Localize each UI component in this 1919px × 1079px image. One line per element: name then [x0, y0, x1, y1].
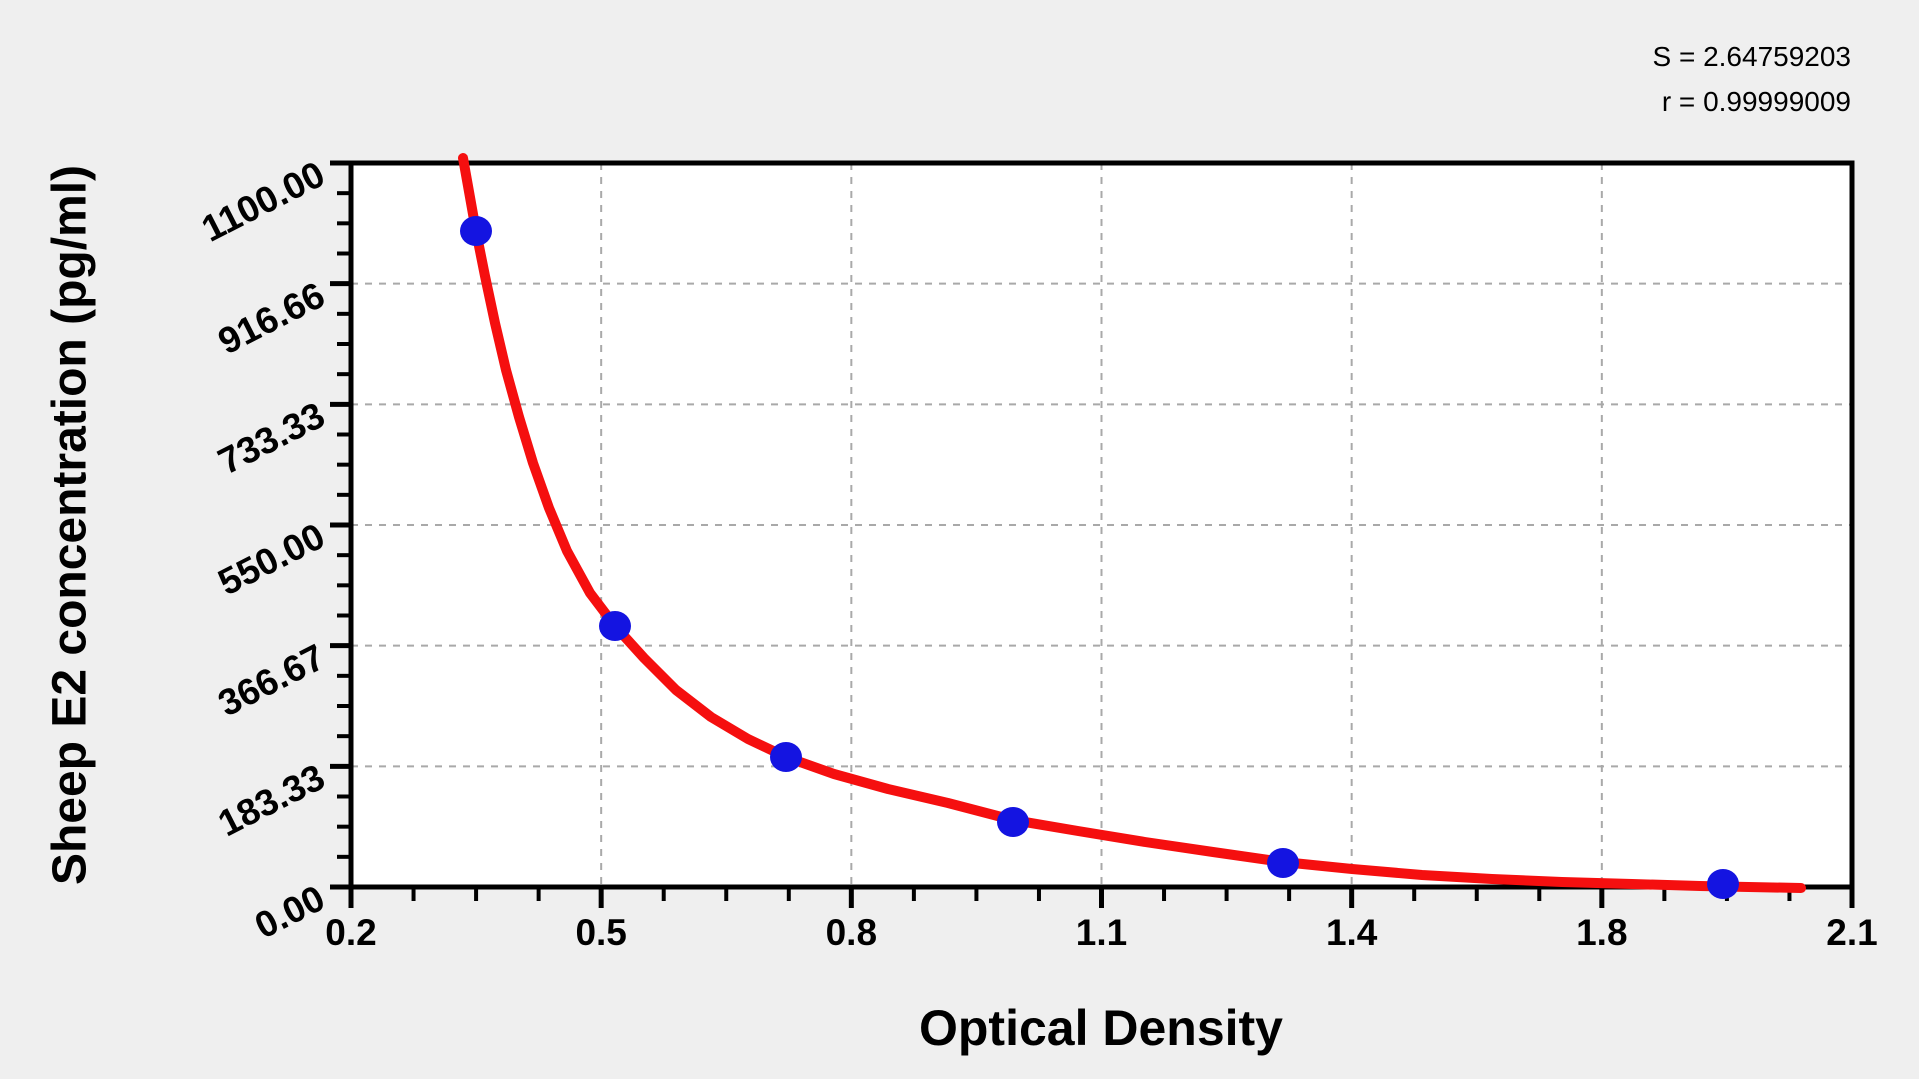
data-point	[1267, 848, 1299, 878]
data-point	[1707, 869, 1739, 899]
x-axis-title: Optical Density	[919, 1000, 1283, 1056]
data-point	[599, 611, 631, 641]
data-point	[770, 742, 802, 772]
x-tick-label: 1.4	[1325, 912, 1378, 953]
y-axis-title: Sheep E2 concentration (pg/ml)	[43, 164, 97, 886]
fit-statistics: S = 2.64759203 r = 0.99999009	[1652, 34, 1851, 124]
x-tick-label: 2.1	[1826, 912, 1878, 953]
x-tick-label: 0.2	[325, 912, 377, 953]
data-point	[997, 807, 1029, 837]
fit-stat-r: r = 0.99999009	[1661, 86, 1851, 117]
x-tick-label: 0.8	[825, 912, 878, 953]
x-tick-label: 1.1	[1075, 912, 1128, 953]
x-tick-label: 1.8	[1576, 912, 1628, 953]
data-point	[460, 216, 492, 246]
x-tick-label: 0.5	[575, 912, 627, 953]
fit-stat-s: S = 2.64759203	[1652, 41, 1851, 72]
fitted-curve	[458, 153, 1806, 893]
